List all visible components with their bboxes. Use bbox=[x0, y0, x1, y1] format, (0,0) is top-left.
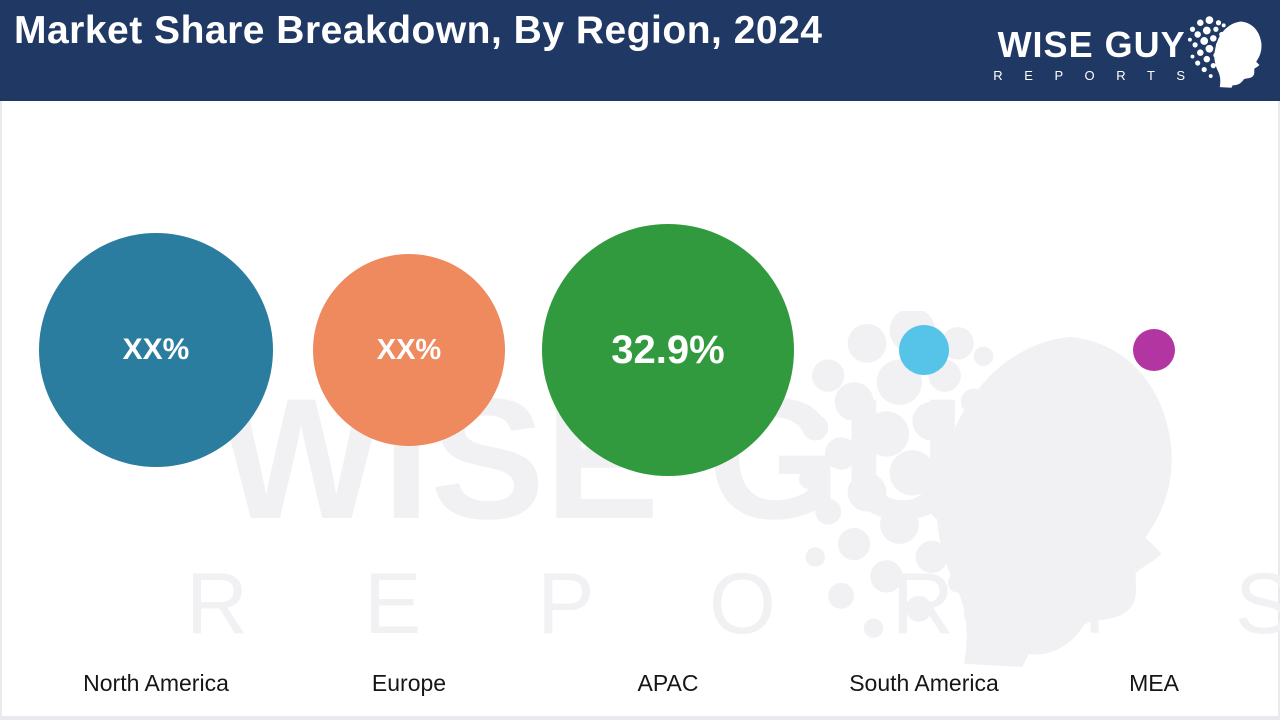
category-label-apac: APAC bbox=[637, 670, 699, 696]
logo-text: WISE GUY R E P O R T S bbox=[989, 24, 1194, 84]
bubble-south-america[interactable] bbox=[899, 325, 949, 375]
category-label-north-america: North America bbox=[83, 670, 229, 696]
logo-name: WISE GUY bbox=[997, 24, 1186, 65]
category-label-europe: Europe bbox=[371, 670, 447, 696]
chart-canvas: WISE GUY R E P O R T S XX% XX% 32.9% North… bbox=[0, 101, 1280, 720]
watermark-head-icon bbox=[799, 311, 1172, 667]
category-label-south-america: South America bbox=[849, 670, 999, 696]
bubble-value-label-apac: 32.9% bbox=[611, 327, 725, 372]
bubble-value-label-north-america: XX% bbox=[122, 333, 190, 366]
page-title: Market Share Breakdown, By Region, 2024 bbox=[14, 9, 823, 52]
bubble-north-america[interactable]: XX% bbox=[39, 233, 273, 467]
wise-guy-reports-logo: WISE GUY R E P O R T S bbox=[989, 6, 1264, 98]
category-label-mea: MEA bbox=[1129, 670, 1179, 696]
bubble-value-label-europe: XX% bbox=[376, 333, 442, 366]
logo-tagline: R E P O R T S bbox=[993, 68, 1194, 83]
bubble-apac[interactable]: 32.9% bbox=[542, 224, 794, 476]
logo-head-icon bbox=[1187, 16, 1262, 88]
header-bar: Market Share Breakdown, By Region, 2024 … bbox=[0, 0, 1280, 101]
bubble-mea[interactable] bbox=[1133, 329, 1175, 371]
bubble-europe[interactable]: XX% bbox=[313, 254, 505, 446]
